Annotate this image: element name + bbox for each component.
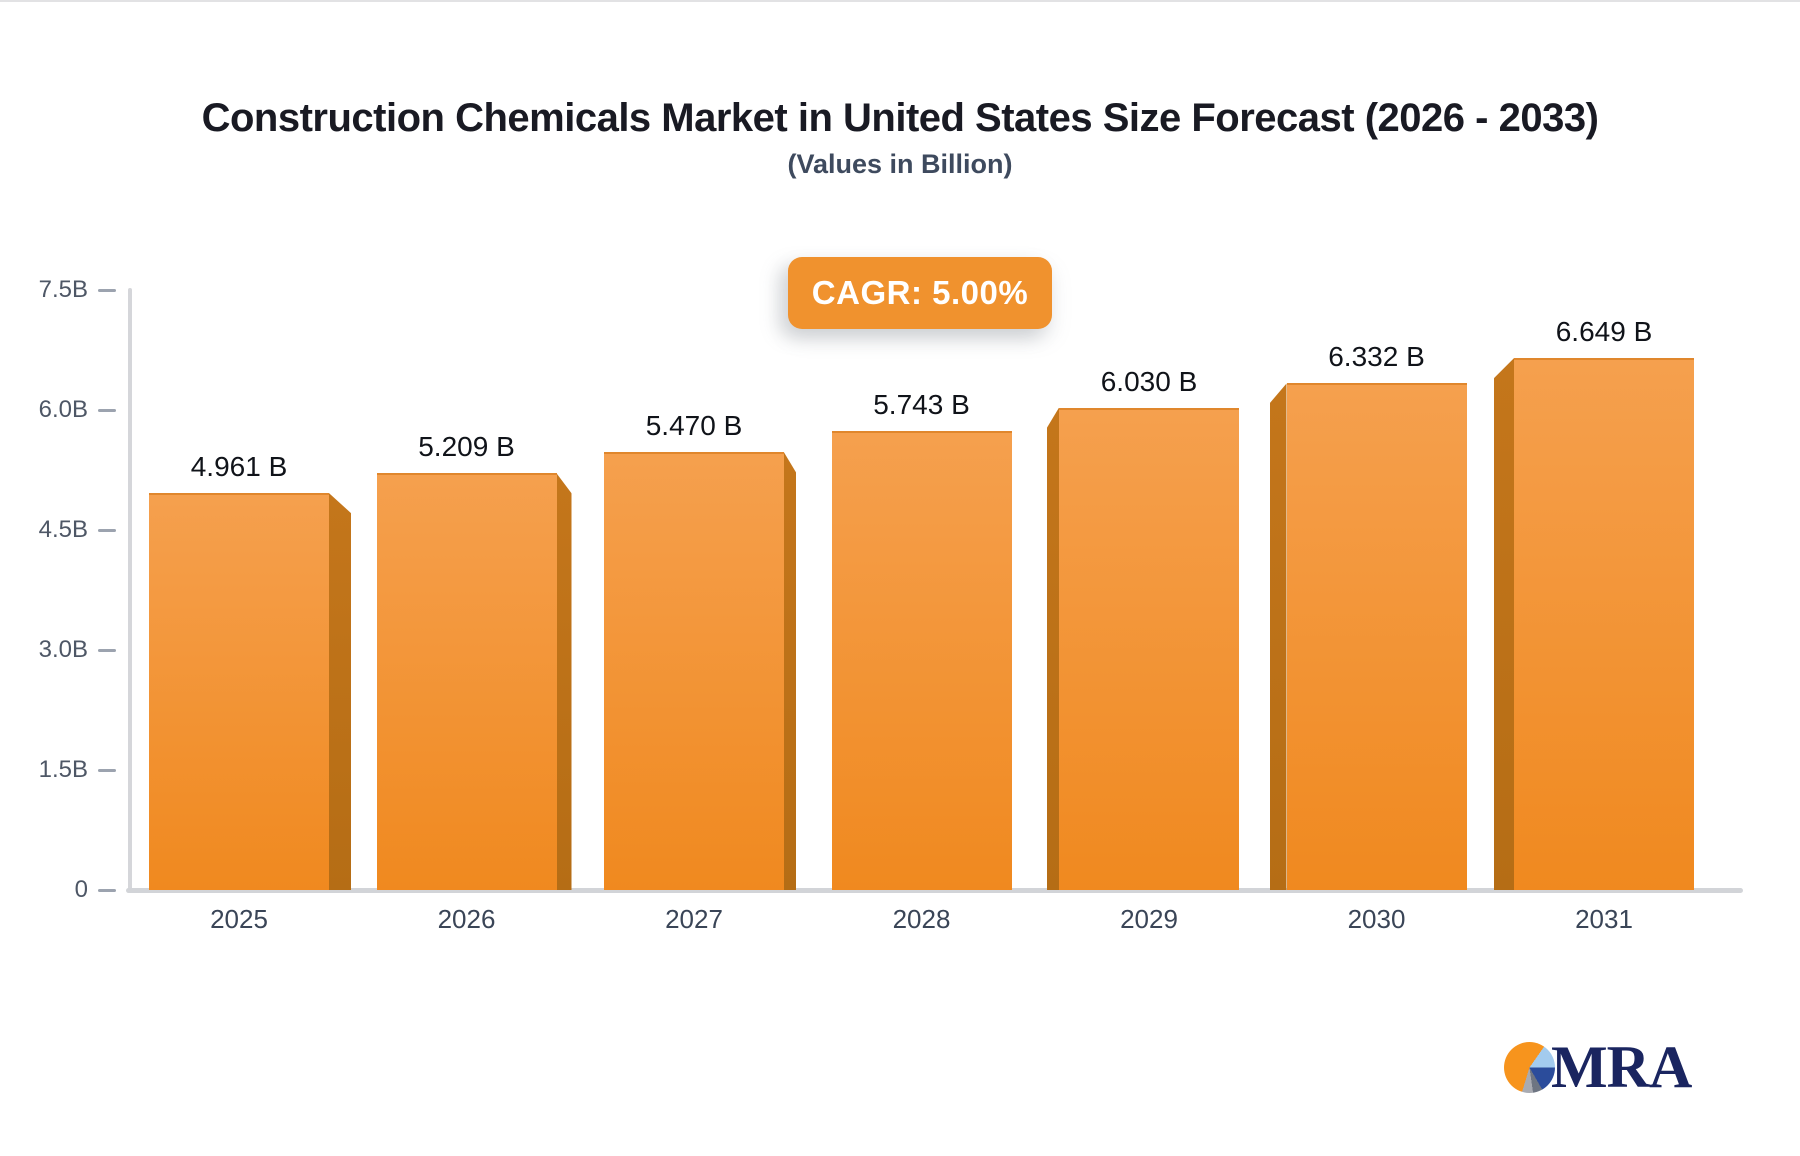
bar-3d-side xyxy=(1494,358,1514,890)
mra-logo-text: MRA xyxy=(1551,1034,1692,1100)
y-tick-mark xyxy=(98,648,116,652)
bar-2027 xyxy=(604,452,784,890)
y-tick-mark xyxy=(98,528,116,532)
y-tick-label: 6.0B xyxy=(38,396,88,423)
bar-2026 xyxy=(376,473,557,890)
bar-3d-side xyxy=(329,493,351,890)
y-tick-label: 0 xyxy=(74,876,88,903)
bar-2031 xyxy=(1514,358,1694,890)
y-axis-line xyxy=(128,288,132,890)
bar-value-label: 4.961 B xyxy=(190,451,288,483)
bar-3d-side xyxy=(556,473,572,890)
x-axis-label: 2029 xyxy=(1120,904,1178,934)
mra-logo: MRA xyxy=(1504,1034,1692,1100)
x-axis-label: 2028 xyxy=(892,904,951,934)
y-tick-mark xyxy=(98,768,116,772)
x-axis-line xyxy=(126,888,1743,893)
x-axis-label: 2027 xyxy=(665,904,723,934)
bar-3d-side xyxy=(1047,407,1059,890)
bar-2029 xyxy=(1059,407,1239,890)
y-tick-mark xyxy=(98,288,116,292)
mra-pie-chart-icon xyxy=(1504,1042,1555,1093)
y-tick-label: 3.0B xyxy=(38,636,88,663)
cagr-badge-label: CAGR: 5.00% xyxy=(811,274,1029,311)
x-axis-label: 2031 xyxy=(1575,904,1633,934)
bar-value-label: 6.332 B xyxy=(1328,341,1425,373)
cagr-badge: CAGR: 5.00% xyxy=(788,257,1052,329)
y-tick-label: 4.5B xyxy=(38,516,88,543)
bar-value-label: 5.470 B xyxy=(645,410,743,442)
x-axis-label: 2030 xyxy=(1347,904,1406,934)
y-tick-mark xyxy=(98,888,116,892)
bar-value-label: 5.209 B xyxy=(418,431,515,463)
bar-3d-side xyxy=(1269,383,1287,890)
bar-value-label: 5.743 B xyxy=(873,388,970,420)
bar-3d-side xyxy=(784,452,796,890)
x-axis-label: 2025 xyxy=(210,904,268,934)
bar-2030 xyxy=(1286,383,1467,890)
bar-value-label: 6.030 B xyxy=(1100,365,1198,397)
bar-value-label: 6.649 B xyxy=(1555,316,1653,348)
y-tick-mark xyxy=(98,408,116,412)
chart-title: Construction Chemicals Market in United … xyxy=(201,96,1599,140)
y-tick-label: 1.5B xyxy=(38,756,88,783)
chart-subtitle: (Values in Billion) xyxy=(787,149,1013,179)
bar-2025 xyxy=(149,493,329,890)
x-axis-label: 2026 xyxy=(437,904,496,934)
y-tick-label: 7.5B xyxy=(38,276,88,303)
bar-2028 xyxy=(831,430,1012,890)
